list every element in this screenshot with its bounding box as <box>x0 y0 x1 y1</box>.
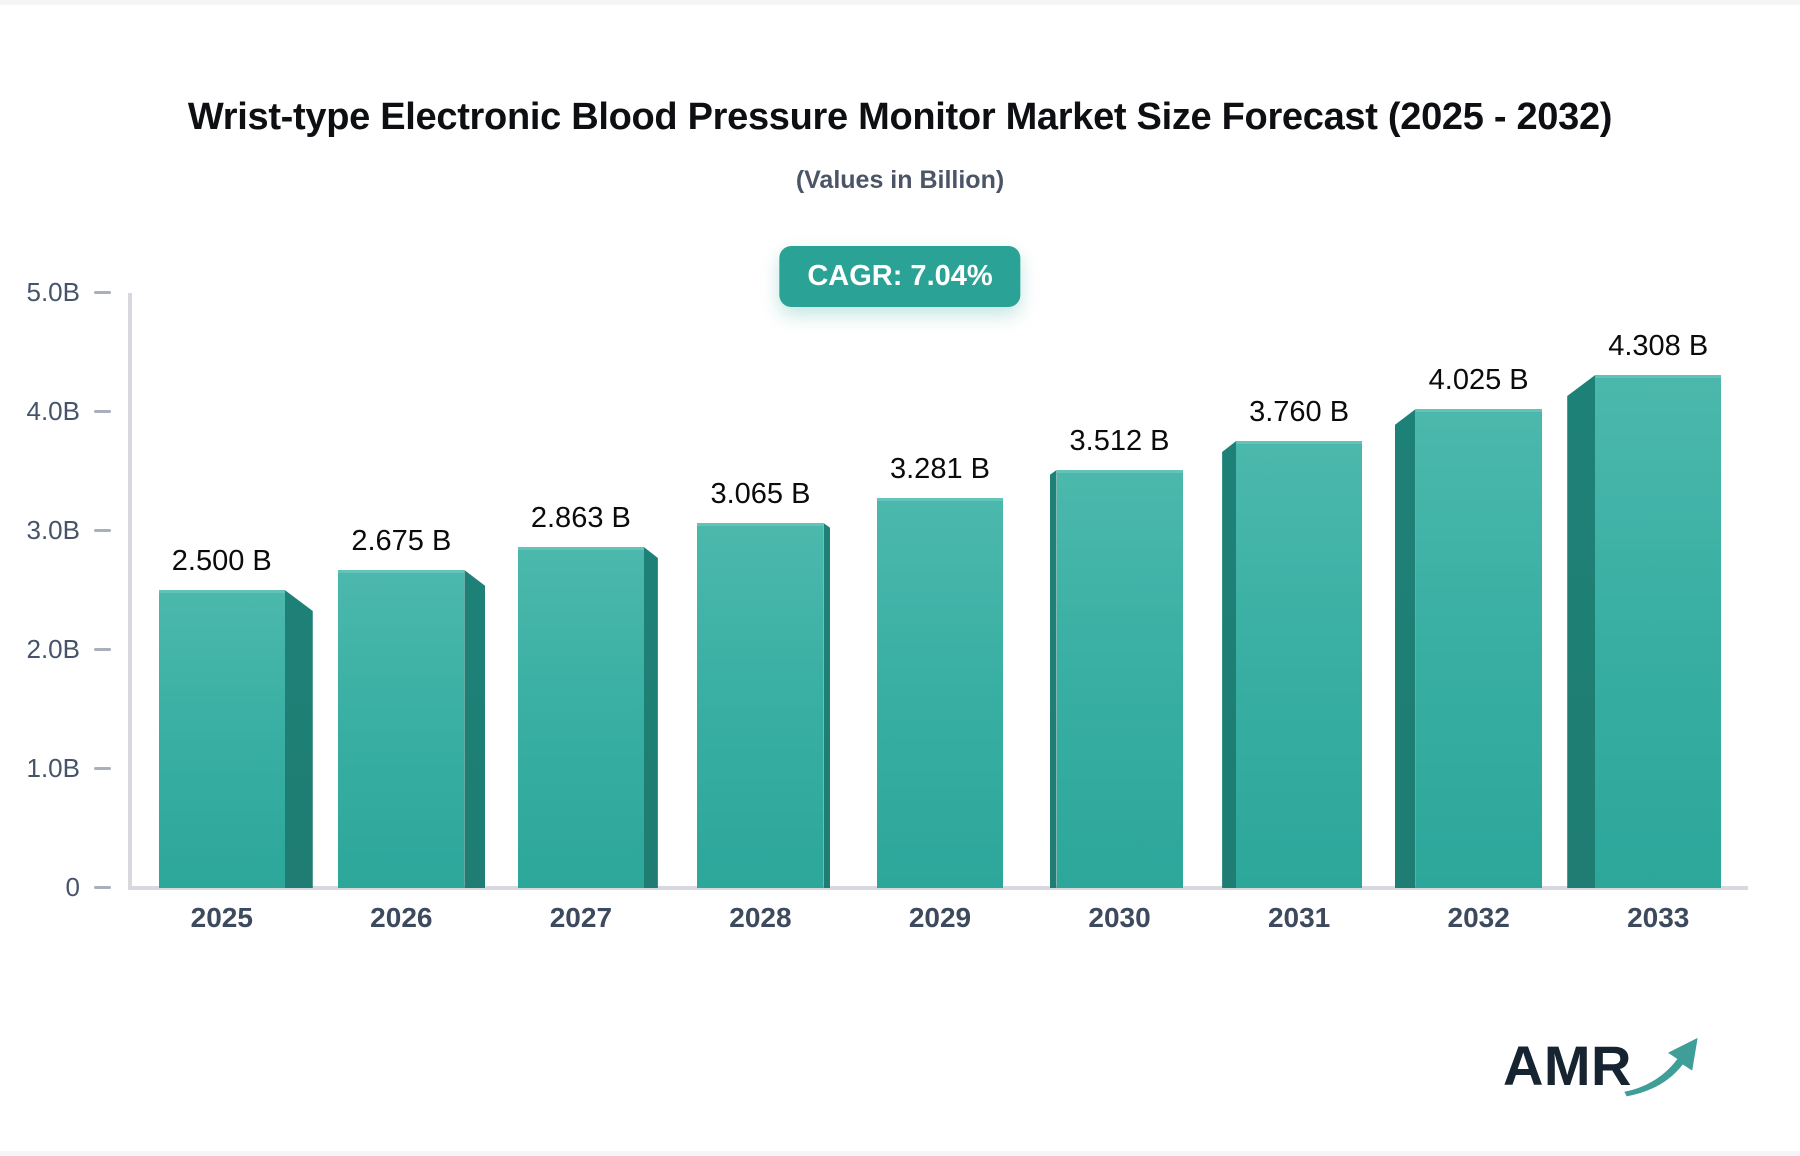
page-title: Wrist-type Electronic Blood Pressure Mon… <box>187 96 1613 138</box>
bar-value-label: 3.065 B <box>710 478 811 510</box>
chart-subtitle: (Values in Billion) <box>795 166 1005 194</box>
bottom-edge-strip <box>0 1151 1800 1156</box>
y-axis-label: 4.0B <box>26 396 81 426</box>
bar-side-2033 <box>1567 375 1596 888</box>
x-axis-label: 2029 <box>908 902 972 933</box>
bar-value-label: 4.308 B <box>1608 330 1709 362</box>
y-axis-tick <box>94 767 111 770</box>
bar-front-2027 <box>517 547 644 888</box>
bar-value-label: 2.863 B <box>530 502 631 534</box>
cagr-badge: CAGR: 7.04% <box>779 246 1021 307</box>
x-axis-label: 2025 <box>190 902 253 933</box>
x-axis-label: 2031 <box>1267 902 1331 933</box>
bar-value-label: 3.512 B <box>1069 425 1170 457</box>
y-axis-label: 0 <box>65 872 80 902</box>
bar-side-2030 <box>1049 470 1057 888</box>
x-axis-label: 2032 <box>1447 902 1510 933</box>
y-axis-label: 2.0B <box>26 634 81 664</box>
x-axis-label: 2027 <box>549 902 613 933</box>
y-axis-label: 5.0B <box>26 277 81 307</box>
top-edge-strip <box>0 0 1800 5</box>
y-axis-tick <box>94 529 111 532</box>
bar-side-2026 <box>464 570 486 888</box>
x-axis-label: 2030 <box>1088 902 1151 933</box>
y-axis-label: 1.0B <box>26 753 81 783</box>
y-axis-tick <box>94 291 111 294</box>
bar-value-label: 3.281 B <box>890 453 990 485</box>
growth-arrow-icon <box>1624 1037 1698 1097</box>
bar-side-2032 <box>1394 409 1416 888</box>
bar-value-label: 2.500 B <box>171 545 272 577</box>
bar-plot-area: 2.500 B 2025 2.675 B 2026 2.863 B 2027 3.065 B… <box>132 293 1748 933</box>
bar-front-2028 <box>697 523 824 888</box>
bar-value-label: 2.675 B <box>351 525 452 557</box>
y-axis-tick <box>94 886 111 889</box>
y-axis-label: 3.0B <box>26 515 81 545</box>
bar-value-label: 4.025 B <box>1428 364 1529 396</box>
y-axis-tick <box>94 648 111 651</box>
bar-side-2031 <box>1222 441 1237 888</box>
bar-value-label: 3.760 B <box>1249 396 1350 428</box>
amr-logo-text: AMR <box>1502 1034 1632 1097</box>
bar-front-2032 <box>1415 409 1542 888</box>
bar-side-2028 <box>823 523 831 888</box>
x-axis-label: 2028 <box>729 902 792 933</box>
x-axis-label: 2026 <box>370 902 433 933</box>
amr-logo: AMR <box>1503 1038 1700 1098</box>
x-axis-baseline <box>128 886 1748 890</box>
bar-front-2030 <box>1056 470 1183 888</box>
y-axis-tick <box>94 410 111 413</box>
bar-front-2029 <box>877 498 1003 888</box>
bar-front-2025 <box>158 590 285 888</box>
x-axis-label: 2033 <box>1627 902 1690 933</box>
y-axis-line <box>128 293 132 890</box>
bar-front-2031 <box>1236 441 1363 888</box>
bar-front-2026 <box>338 570 465 888</box>
bar-side-2027 <box>643 547 658 888</box>
bar-side-2025 <box>284 590 313 888</box>
bar-front-2033 <box>1595 375 1722 888</box>
